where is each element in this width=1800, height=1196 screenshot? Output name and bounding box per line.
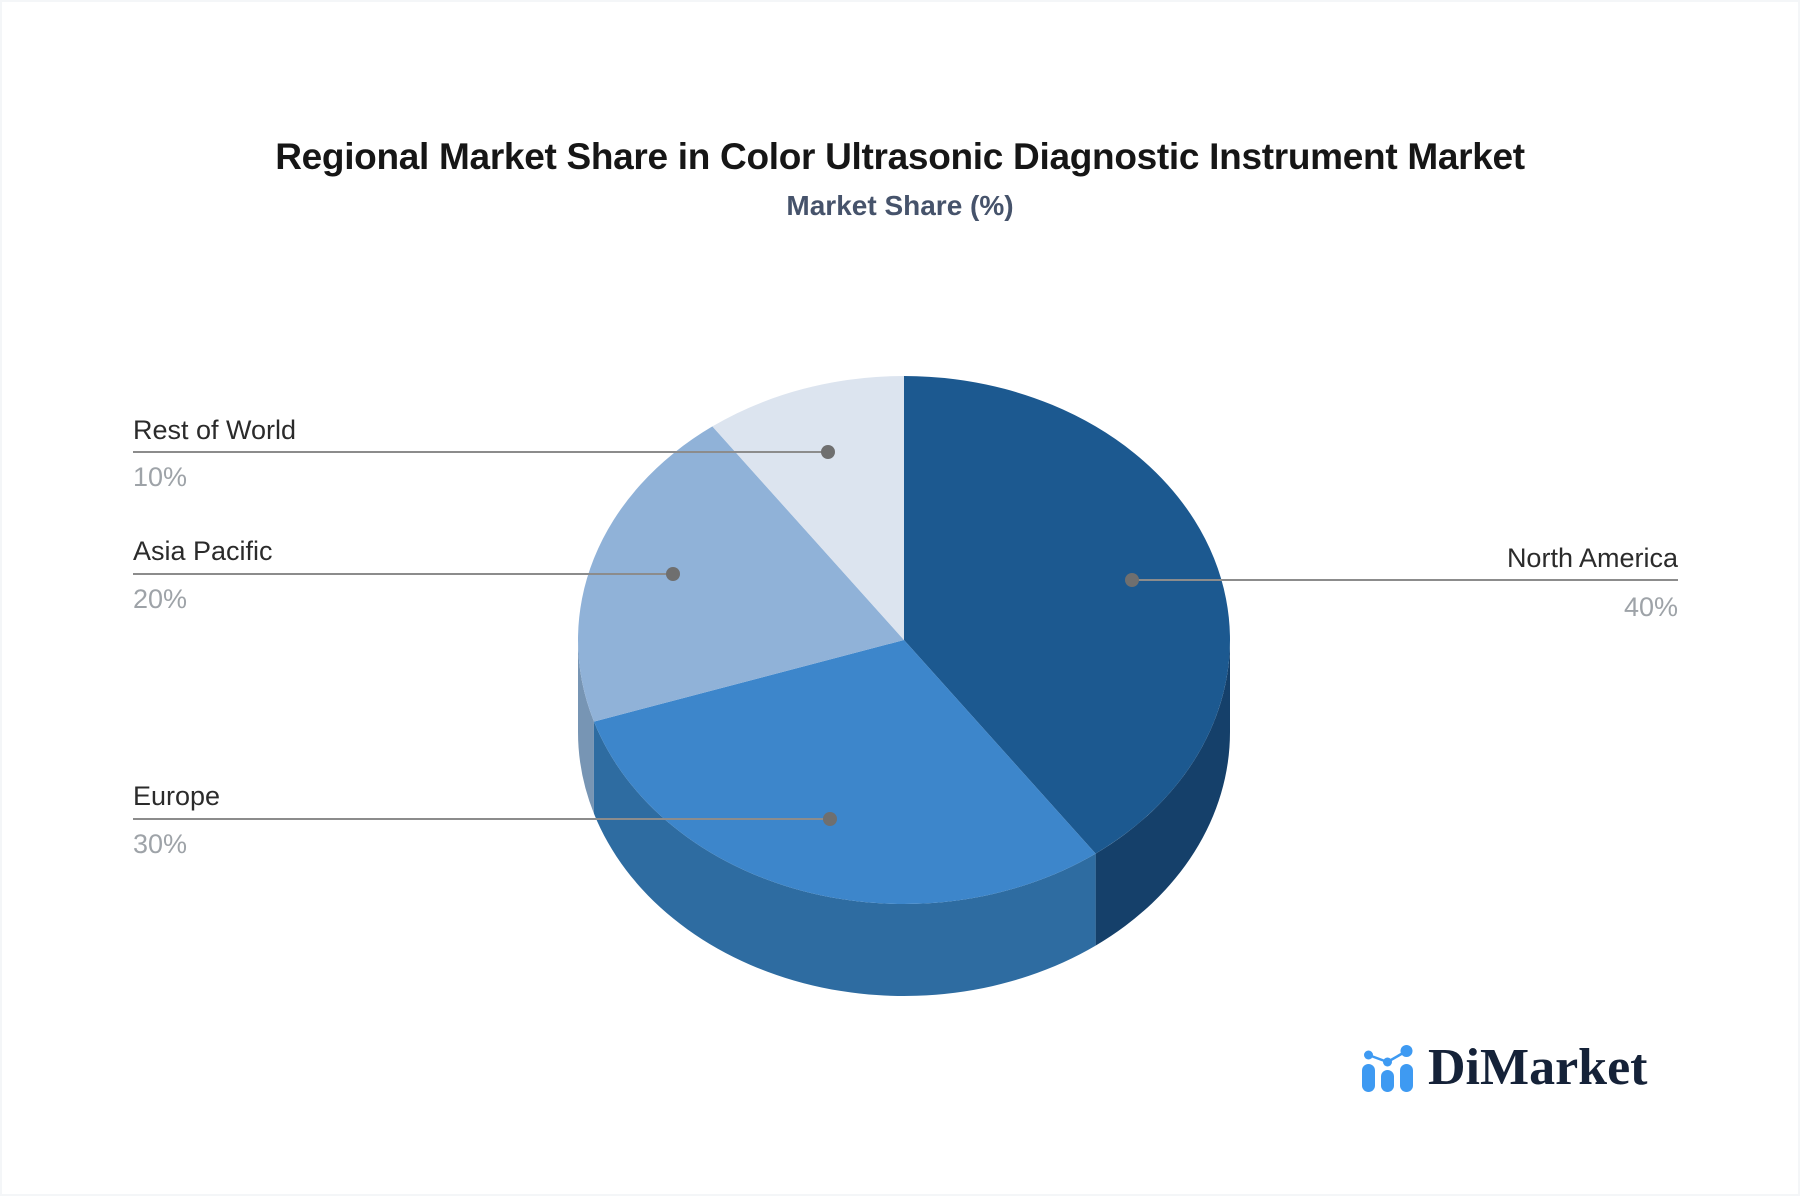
- callout-label-rest-of-world: Rest of World: [133, 415, 297, 445]
- callout-label-north-america: North America: [1506, 543, 1678, 573]
- leader-dot-asia-pacific: [666, 567, 680, 581]
- pie-slice-europe-side: [593, 721, 1096, 997]
- callout-label-europe: Europe: [133, 781, 221, 811]
- leader-dot-europe: [823, 812, 837, 826]
- logo-text: DiMarket: [1428, 1039, 1648, 1096]
- pie-slice-north-america[interactable]: [904, 376, 1231, 854]
- callout-value-rest-of-world: 10%: [133, 462, 188, 492]
- callout-value-north-america: 40%: [1623, 592, 1678, 622]
- leader-dot-rest-of-world: [821, 445, 835, 459]
- pie-slice-asia-pacific[interactable]: [578, 426, 904, 722]
- callout-label-asia-pacific: Asia Pacific: [133, 536, 273, 566]
- chart-title: Regional Market Share in Color Ultrasoni…: [275, 136, 1525, 177]
- bar-line-chart-icon: [1362, 1045, 1413, 1092]
- pie-slice-asia-pacific-side: [578, 640, 594, 814]
- pie-slice-rest-of-world[interactable]: [712, 376, 904, 640]
- pie-slice-north-america-side: [1095, 640, 1230, 946]
- callout-value-europe: 30%: [133, 829, 188, 859]
- logo: DiMarket: [1357, 1036, 1647, 1096]
- chart-subtitle: Market Share (%): [786, 190, 1014, 221]
- callout-value-asia-pacific: 20%: [133, 584, 188, 614]
- pie-slice-europe[interactable]: [593, 640, 1096, 905]
- leader-dot-north-america: [1125, 573, 1139, 587]
